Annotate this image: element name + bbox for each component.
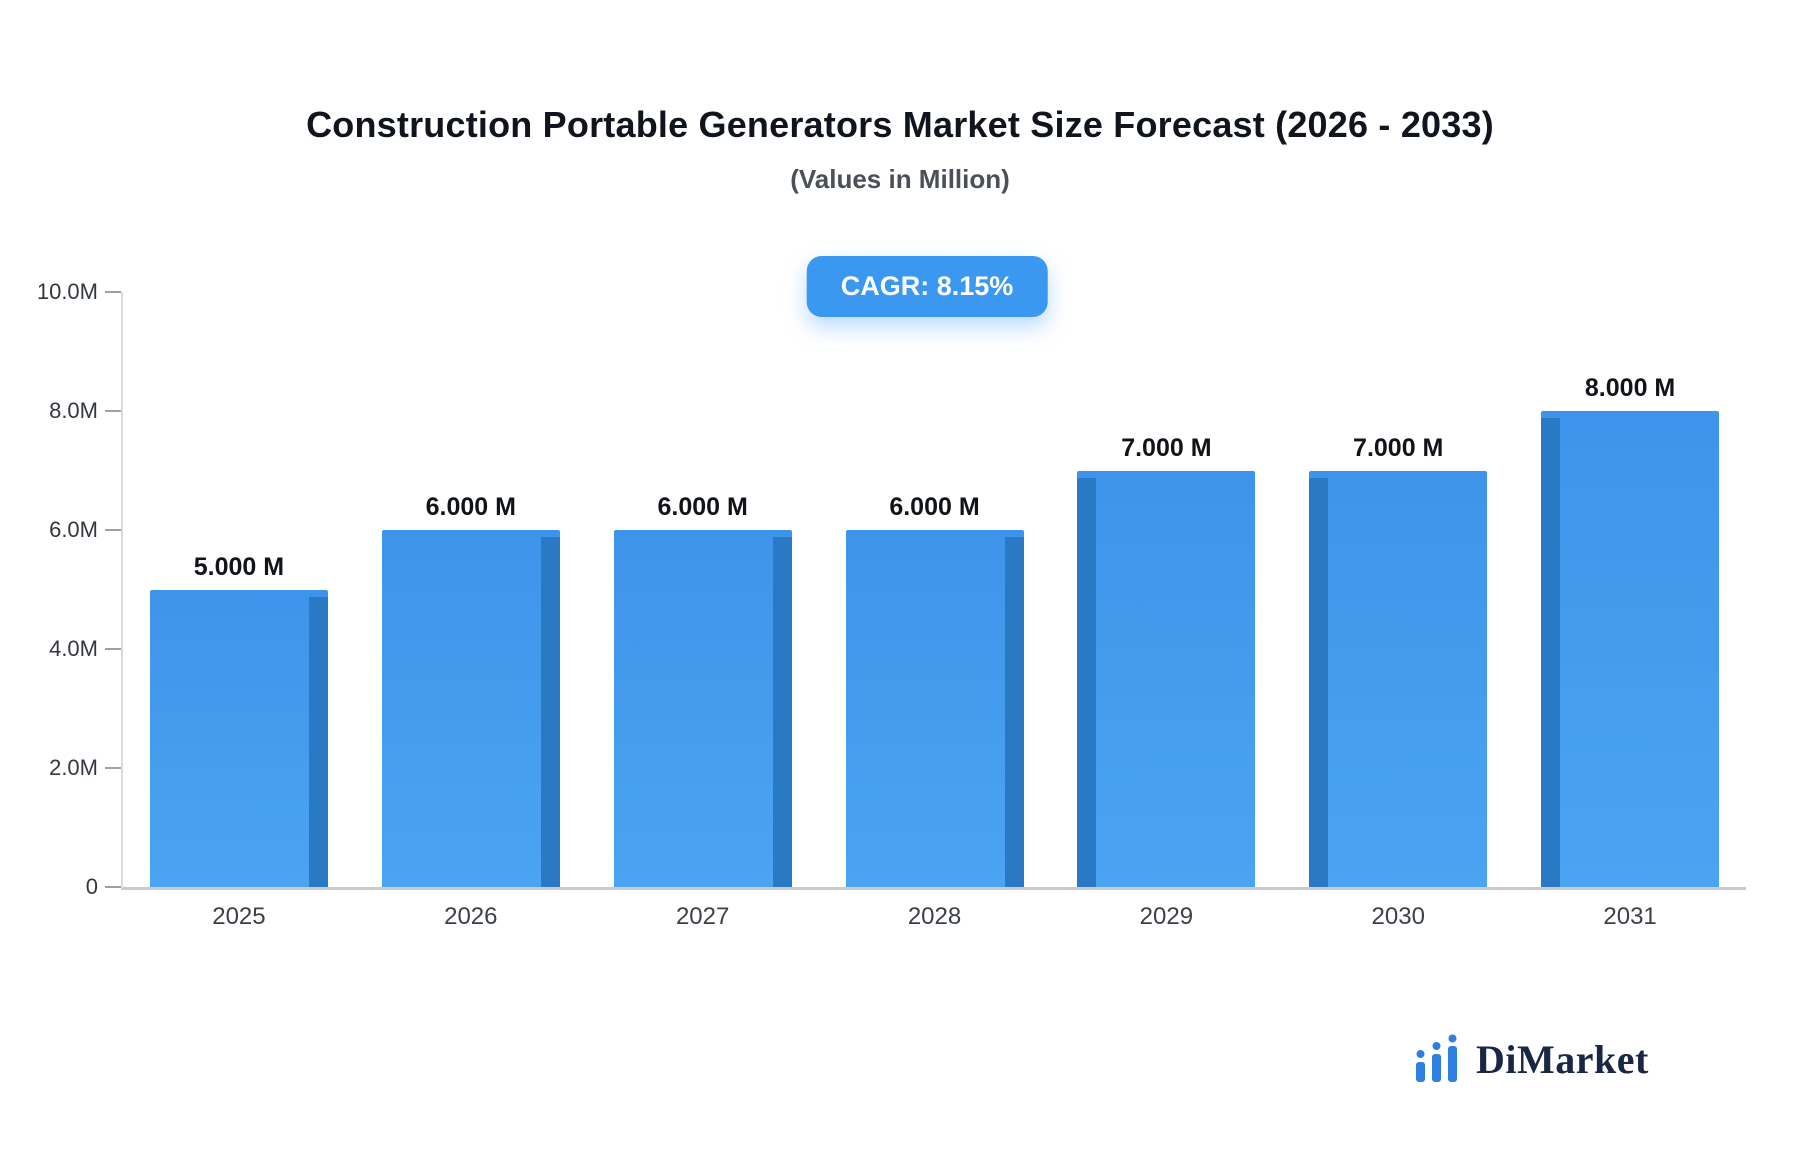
y-tick-mark	[105, 886, 121, 888]
bar-2027	[613, 530, 792, 887]
cagr-badge: CAGR: 8.15%	[806, 256, 1048, 317]
x-axis-label: 2031	[1603, 903, 1657, 930]
x-axis-label: 2027	[675, 903, 730, 930]
bar-edge-shade	[308, 596, 328, 887]
chart-subtitle: (Values in Million)	[790, 164, 1010, 194]
bar-slot: 7.000 M 2030	[1282, 292, 1514, 930]
chart-header: Construction Portable Generators Market …	[0, 104, 1800, 195]
bar-2030	[1309, 470, 1488, 887]
y-tick: 10.0M	[37, 279, 121, 305]
y-tick-mark	[105, 291, 121, 293]
y-tick-label: 6.0M	[49, 517, 98, 542]
bar-slot: 7.000 M 2029	[1050, 292, 1282, 930]
bar-slot: 6.000 M 2027	[587, 292, 819, 930]
bar-value-label: 6.000 M	[889, 493, 980, 521]
bar-2031	[1541, 411, 1720, 887]
bar-value-label: 6.000 M	[425, 493, 516, 521]
bar-2026	[381, 530, 560, 887]
x-axis-label: 2028	[907, 903, 962, 930]
bar-value-label: 8.000 M	[1584, 374, 1676, 402]
y-tick: 0	[86, 874, 121, 900]
bar-slot: 6.000 M 2026	[355, 292, 587, 930]
bar-edge-shade	[540, 537, 560, 887]
bar-2029	[1077, 470, 1256, 887]
bar-value-label: 6.000 M	[657, 493, 748, 521]
plot-area: 5.000 M 2025 6.000 M 2026 6.000 M 2027 6.000 M…	[121, 292, 1746, 930]
y-tick-label: 2.0M	[49, 755, 98, 780]
y-tick-mark	[105, 767, 121, 769]
bar-edge-shade	[1004, 537, 1024, 887]
bar-chart: 0 2.0M 4.0M 6.0M 8.0M 10.0M 5.000 M 2025 6.000 …	[26, 279, 1746, 930]
y-tick-mark	[105, 529, 121, 531]
bar-slot: 6.000 M 2028	[819, 292, 1051, 930]
y-tick: 8.0M	[49, 398, 121, 424]
y-tick-mark	[105, 648, 121, 650]
dimarket-logo-text: DiMarket	[1476, 1036, 1649, 1082]
bar-value-label: 5.000 M	[193, 552, 285, 581]
y-tick-label: 8.0M	[49, 398, 98, 423]
bar-2028	[845, 530, 1024, 887]
chart-title: Construction Portable Generators Market …	[306, 104, 1494, 145]
bar-value-label: 7.000 M	[1353, 433, 1444, 462]
bar-edge-shade	[772, 537, 792, 887]
y-tick-label: 10.0M	[36, 279, 98, 304]
dimarket-logo: DiMarket	[1412, 1034, 1649, 1084]
y-tick: 6.0M	[49, 517, 121, 543]
x-axis-label: 2025	[212, 903, 266, 930]
y-tick-mark	[105, 410, 121, 412]
x-axis-label: 2029	[1139, 903, 1194, 930]
bar-edge-shade	[1309, 477, 1329, 887]
dimarket-logo-icon	[1416, 1034, 1457, 1082]
bar-2025	[149, 589, 328, 887]
y-axis: 0 2.0M 4.0M 6.0M 8.0M 10.0M	[26, 279, 121, 899]
y-tick-label: 4.0M	[49, 636, 98, 661]
bar-slot: 8.000 M 2031	[1514, 292, 1746, 930]
y-tick: 2.0M	[49, 755, 121, 781]
bar-slot: 5.000 M 2025	[123, 292, 355, 930]
bar-edge-shade	[1541, 418, 1561, 887]
x-axis-label: 2026	[444, 903, 498, 930]
bar-value-label: 7.000 M	[1121, 433, 1212, 462]
y-tick-label: 0	[85, 874, 98, 899]
bar-edge-shade	[1077, 477, 1097, 887]
y-tick: 4.0M	[49, 636, 121, 662]
x-axis-label: 2030	[1371, 903, 1425, 930]
